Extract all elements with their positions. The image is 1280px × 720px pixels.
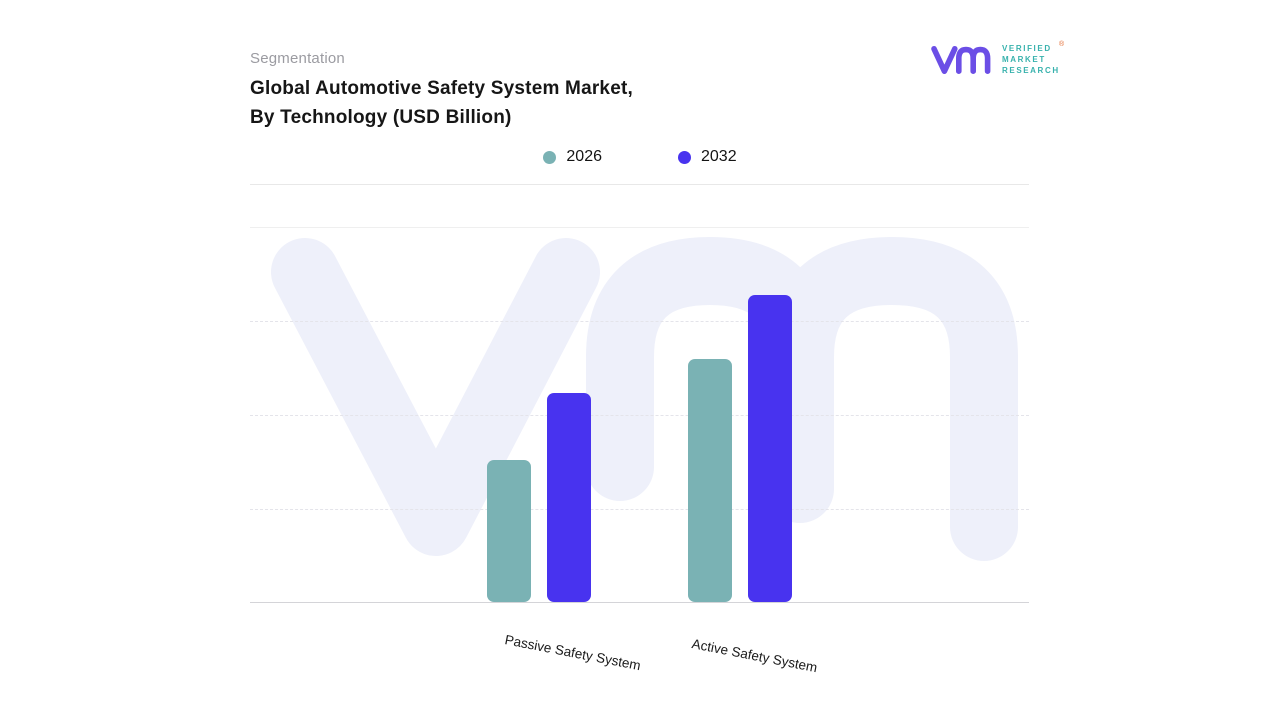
brand-line-research: RESEARCH (1002, 66, 1060, 75)
legend-label-2026: 2026 (566, 148, 602, 165)
bar-passive-2032 (547, 393, 591, 602)
legend-item-2026: 2026 (543, 148, 602, 166)
category-label-active-safety: Active Safety System (690, 636, 819, 676)
chart-title: Global Automotive Safety System Market, B… (250, 74, 633, 132)
chart-legend: 2026 2032 (250, 148, 1030, 166)
gridline-top (250, 227, 1029, 228)
bar-group-active-safety (688, 295, 792, 602)
legend-divider (250, 184, 1029, 185)
brand-line-verified: VERIFIED (1002, 44, 1052, 53)
bar-passive-2026 (487, 460, 531, 602)
registered-trademark-symbol: ® (1059, 41, 1065, 48)
brand-line-market: MARKET (1002, 55, 1046, 64)
category-label-passive-safety: Passive Safety System (503, 632, 642, 674)
chart-title-line2: By Technology (USD Billion) (250, 107, 512, 128)
bar-active-2032 (748, 295, 792, 602)
plot-area (250, 227, 1029, 603)
brand-wordmark: VERIFIED MARKET RESEARCH (1002, 44, 1060, 76)
legend-item-2032: 2032 (678, 148, 737, 166)
vmr-monogram-icon (931, 46, 991, 74)
chart-title-line1: Global Automotive Safety System Market, (250, 78, 633, 99)
x-axis-baseline (250, 602, 1029, 603)
legend-label-2032: 2032 (701, 148, 737, 165)
bar-group-passive-safety (487, 393, 591, 602)
legend-dot-2026 (543, 150, 557, 164)
legend-dot-2032 (678, 150, 691, 164)
gridline-50 (250, 415, 1029, 416)
gridline-25 (250, 509, 1029, 510)
gridline-75 (250, 321, 1029, 322)
eyebrow-label: Segmentation (250, 50, 345, 67)
brand-logo: VERIFIED MARKET RESEARCH ® (930, 38, 1080, 82)
bar-active-2026 (688, 359, 732, 602)
